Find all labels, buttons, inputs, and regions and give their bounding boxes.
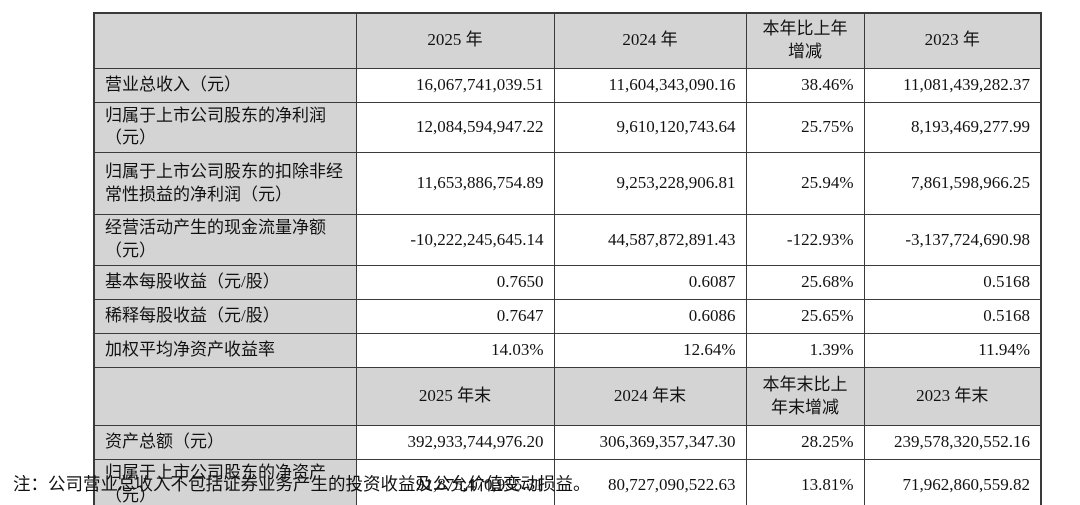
value-2024: 9,610,120,743.64	[553, 101, 747, 154]
blank-corner-cell	[93, 367, 357, 427]
value-2024: 80,727,090,522.63	[553, 459, 747, 505]
value-2023: -3,137,724,690.98	[863, 214, 1042, 267]
row-label: 归属于上市公司股东的净资产（元）	[93, 459, 357, 505]
value-2024: 44,587,872,891.43	[553, 214, 747, 267]
financial-summary-table: 2025 年 2024 年 本年比上年增减 2023 年 营业总收入（元） 16…	[93, 12, 1042, 505]
value-2025: 91,875,470,955.31	[355, 459, 555, 505]
value-2025: 0.7647	[355, 299, 555, 335]
value-2023: 239,578,320,552.16	[863, 425, 1042, 461]
table-row-net-profit: 归属于上市公司股东的净利润（元） 12,084,594,947.22 9,610…	[93, 101, 1042, 154]
value-change: 1.39%	[745, 333, 865, 369]
value-2025: 0.7650	[355, 265, 555, 301]
value-2024: 9,253,228,906.81	[553, 152, 747, 216]
table-row-net-profit-excl-nonrecurring: 归属于上市公司股东的扣除非经常性损益的净利润（元） 11,653,886,754…	[93, 152, 1042, 216]
col-header-2023: 2023 年	[863, 12, 1042, 69]
value-change: 28.25%	[745, 425, 865, 461]
table-row-weighted-avg-roe: 加权平均净资产收益率 14.03% 12.64% 1.39% 11.94%	[93, 333, 1042, 369]
value-2024: 0.6087	[553, 265, 747, 301]
value-2023: 0.5168	[863, 265, 1042, 301]
value-change: 13.81%	[745, 459, 865, 505]
row-label: 营业总收入（元）	[93, 67, 357, 103]
col-header-change-text: 本年比上年增减	[762, 18, 848, 61]
value-change: 25.94%	[745, 152, 865, 216]
value-change: 38.46%	[745, 67, 865, 103]
col-header-change: 本年比上年增减	[745, 12, 865, 69]
value-2024: 11,604,343,090.16	[553, 67, 747, 103]
value-2025: 392,933,744,976.20	[355, 425, 555, 461]
value-change: 25.65%	[745, 299, 865, 335]
eoy-header-row: 2025 年末 2024 年末 本年末比上年末增减 2023 年末	[93, 367, 1042, 427]
value-change: -122.93%	[745, 214, 865, 267]
value-2025: 16,067,741,039.51	[355, 67, 555, 103]
col-header-2023-eoy: 2023 年末	[863, 367, 1042, 427]
row-label: 基本每股收益（元/股）	[93, 265, 357, 301]
value-2025: 11,653,886,754.89	[355, 152, 555, 216]
value-2023: 7,861,598,966.25	[863, 152, 1042, 216]
table-row-basic-eps: 基本每股收益（元/股） 0.7650 0.6087 25.68% 0.5168	[93, 265, 1042, 301]
col-header-2024: 2024 年	[553, 12, 747, 69]
col-header-2025: 2025 年	[355, 12, 555, 69]
row-label: 归属于上市公司股东的扣除非经常性损益的净利润（元）	[93, 152, 357, 216]
value-change: 25.68%	[745, 265, 865, 301]
value-2025: 14.03%	[355, 333, 555, 369]
value-2023: 11.94%	[863, 333, 1042, 369]
table-row-operating-cash-flow: 经营活动产生的现金流量净额（元） -10,222,245,645.14 44,5…	[93, 214, 1042, 267]
value-2024: 12.64%	[553, 333, 747, 369]
table-row-net-assets: 归属于上市公司股东的净资产（元） 91,875,470,955.31 80,72…	[93, 459, 1042, 505]
value-2023: 8,193,469,277.99	[863, 101, 1042, 154]
value-2025: -10,222,245,645.14	[355, 214, 555, 267]
footnote: 注：公司营业总收入不包括证券业务产生的投资收益及公允价值变动损益。	[13, 474, 591, 494]
annual-header-row: 2025 年 2024 年 本年比上年增减 2023 年	[93, 12, 1042, 69]
blank-corner-cell	[93, 12, 357, 69]
value-2024: 0.6086	[553, 299, 747, 335]
col-header-2025-eoy: 2025 年末	[355, 367, 555, 427]
table-row-total-assets: 资产总额（元） 392,933,744,976.20 306,369,357,3…	[93, 425, 1042, 461]
row-label: 归属于上市公司股东的净利润（元）	[93, 101, 357, 154]
table-row-diluted-eps: 稀释每股收益（元/股） 0.7647 0.6086 25.65% 0.5168	[93, 299, 1042, 335]
value-2024: 306,369,357,347.30	[553, 425, 747, 461]
row-label: 稀释每股收益（元/股）	[93, 299, 357, 335]
value-2023: 0.5168	[863, 299, 1042, 335]
table-row-total-revenue: 营业总收入（元） 16,067,741,039.51 11,604,343,09…	[93, 67, 1042, 103]
row-label: 加权平均净资产收益率	[93, 333, 357, 369]
value-2023: 11,081,439,282.37	[863, 67, 1042, 103]
value-2023: 71,962,860,559.82	[863, 459, 1042, 505]
row-label: 经营活动产生的现金流量净额（元）	[93, 214, 357, 267]
row-label: 资产总额（元）	[93, 425, 357, 461]
col-header-change-eoy: 本年末比上年末增减	[745, 367, 865, 427]
value-change: 25.75%	[745, 101, 865, 154]
col-header-2024-eoy: 2024 年末	[553, 367, 747, 427]
value-2025: 12,084,594,947.22	[355, 101, 555, 154]
col-header-change-eoy-text: 本年末比上年末增减	[762, 374, 848, 417]
